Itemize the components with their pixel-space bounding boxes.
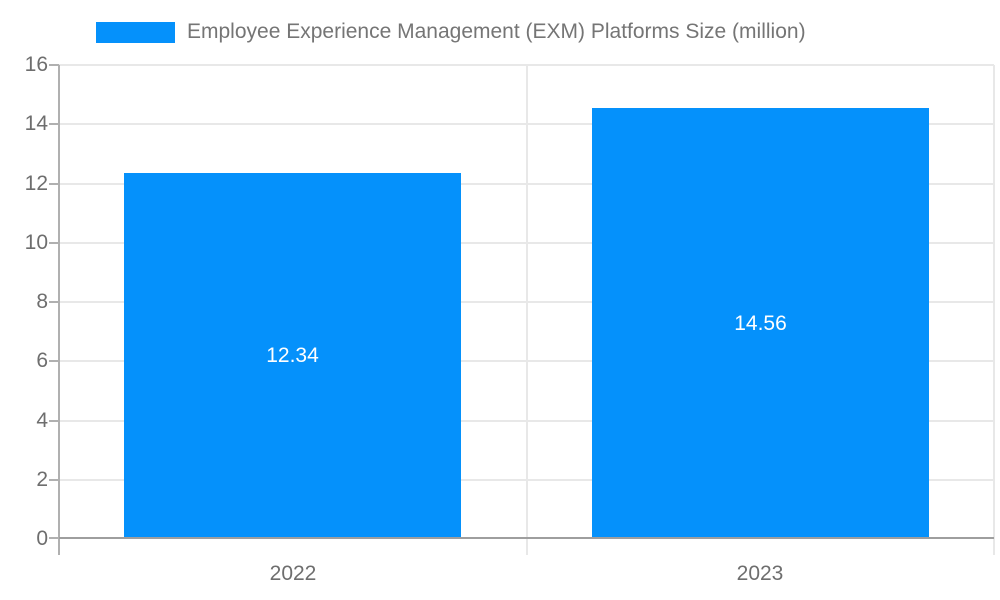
y-axis-tick [49, 123, 59, 125]
y-tick-label: 2 [36, 468, 48, 491]
y-axis-tick [49, 420, 59, 422]
y-axis-tick [49, 301, 59, 303]
y-axis-tick [49, 537, 59, 539]
y-tick-label: 6 [36, 349, 48, 372]
legend-swatch-icon [96, 21, 175, 43]
plot-area: 0 2 4 6 8 10 12 14 16 12.34 2022 14.56 2023 [25, 53, 995, 585]
bar [592, 108, 929, 539]
y-axis-tick [49, 360, 59, 362]
x-tick-label: 2022 [269, 562, 317, 585]
bar-value-label: 14.56 [734, 312, 787, 335]
x-tick-label: 2023 [736, 562, 784, 585]
y-tick-label: 12 [24, 172, 48, 195]
y-tick-label: 8 [36, 290, 48, 313]
bar-value-label: 12.34 [266, 344, 319, 367]
y-tick-label: 10 [24, 231, 48, 254]
x-axis-baseline [59, 537, 994, 539]
category-divider-gridline [526, 65, 528, 555]
legend-label: Employee Experience Management (EXM) Pla… [187, 20, 806, 43]
y-axis-tick [49, 183, 59, 185]
y-tick-label: 4 [36, 409, 48, 432]
y-axis-tick [49, 64, 59, 66]
y-tick-label: 0 [36, 527, 48, 550]
y-axis-tick [49, 242, 59, 244]
bar [124, 173, 461, 539]
chart-legend: Employee Experience Management (EXM) Pla… [96, 16, 806, 48]
plot-right-border [993, 65, 995, 555]
y-tick-label: 14 [24, 112, 48, 135]
y-axis-line [58, 65, 60, 555]
y-tick-label: 16 [24, 53, 48, 76]
y-axis-tick [49, 479, 59, 481]
